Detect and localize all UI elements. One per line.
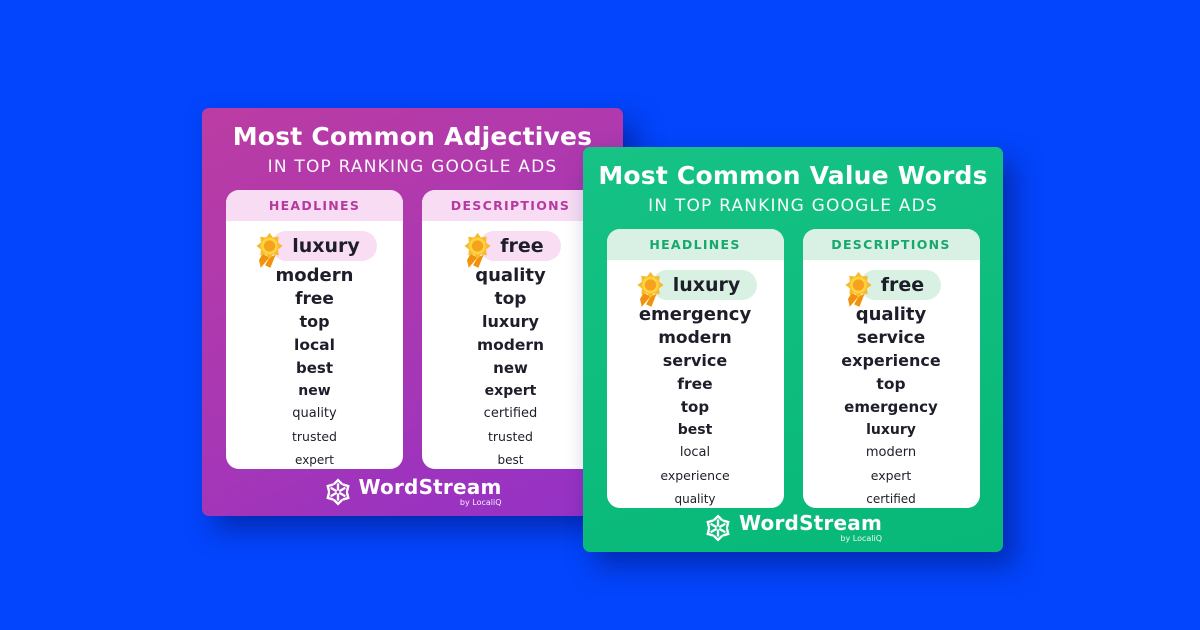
logo-byline: by LocaliQ	[459, 498, 502, 507]
word-item: best	[497, 452, 524, 467]
word-item: expert	[870, 468, 912, 483]
logo-byline: by LocaliQ	[840, 534, 882, 543]
word-item: service	[662, 351, 728, 370]
panel-descriptions: DESCRIPTIONS free quality service	[802, 229, 980, 508]
logo-text: WordStream by LocaliQ	[359, 477, 502, 507]
word-item: certified	[483, 406, 538, 421]
word-item: best	[677, 421, 713, 438]
wordstream-logo: WordStream by LocaliQ	[583, 513, 1003, 543]
top-word-pill: free	[859, 269, 942, 300]
word-item: quality	[674, 491, 716, 506]
word-item: expert	[295, 452, 334, 467]
card-title: Most Common Adjectives	[232, 122, 593, 151]
word-item: quality	[292, 406, 337, 421]
top-word-pill: luxury	[271, 230, 377, 261]
card-subtitle: IN TOP RANKING GOOGLE ADS	[267, 157, 558, 177]
wordstream-asterisk-icon	[706, 514, 730, 542]
word-item: free	[677, 374, 713, 393]
word-item: modern	[476, 335, 545, 354]
word-item: quality	[855, 304, 927, 325]
logo-name: WordStream	[358, 475, 502, 499]
word-item: top	[299, 312, 330, 331]
word-item: service	[856, 327, 926, 348]
word-item: certified	[866, 491, 916, 506]
panel-header: DESCRIPTIONS	[422, 190, 599, 221]
word-list: free quality top luxury modern new exper…	[422, 221, 599, 469]
word-item: emergency	[844, 397, 938, 416]
panel-headlines: HEADLINES luxury modern free	[226, 190, 403, 469]
top-word-row: free	[841, 266, 942, 307]
word-item: modern	[275, 265, 354, 286]
logo-text: WordStream by LocaliQ	[739, 513, 882, 543]
panel-header: DESCRIPTIONS	[802, 229, 980, 260]
word-list: luxury modern free top local best new qu…	[226, 221, 403, 469]
medal-icon	[637, 271, 664, 307]
panel-descriptions: DESCRIPTIONS free quality top	[422, 190, 599, 469]
word-item: experience	[660, 468, 730, 483]
word-item: quality	[475, 265, 546, 286]
word-item: modern	[658, 327, 732, 348]
card-adjectives: Most Common Adjectives IN TOP RANKING GO…	[202, 108, 623, 516]
word-list: luxury emergency modern service free top…	[607, 260, 784, 508]
word-item: new	[493, 358, 528, 377]
word-item: top	[494, 288, 527, 309]
medal-icon	[845, 271, 872, 307]
word-item: experience	[841, 351, 941, 370]
panels-row: HEADLINES luxury emergency modern	[583, 229, 1003, 508]
word-item: trusted	[291, 429, 337, 444]
word-item: free	[295, 288, 334, 309]
top-word-pill: free	[479, 230, 561, 261]
word-item: top	[876, 374, 906, 393]
panel-headlines: HEADLINES luxury emergency modern	[606, 229, 784, 508]
word-item: luxury	[866, 421, 916, 438]
word-item: trusted	[487, 429, 533, 444]
word-item: modern	[865, 445, 917, 460]
logo-name: WordStream	[739, 511, 882, 535]
medal-icon	[464, 232, 491, 268]
word-item: expert	[484, 382, 537, 399]
word-list: free quality service experience top emer…	[803, 260, 980, 508]
word-item: luxury	[482, 312, 539, 331]
word-item: best	[295, 358, 333, 377]
card-title: Most Common Value Words	[598, 161, 988, 190]
top-word-row: luxury	[252, 227, 377, 268]
card-value-words: Most Common Value Words IN TOP RANKING G…	[583, 147, 1003, 552]
panels-row: HEADLINES luxury modern free	[202, 190, 623, 469]
panel-header: HEADLINES	[226, 190, 403, 221]
word-item: top	[680, 397, 710, 416]
wordstream-asterisk-icon	[325, 478, 350, 506]
panel-header: HEADLINES	[606, 229, 784, 260]
word-item: local	[679, 445, 711, 460]
top-word-row: free	[460, 227, 561, 268]
word-item: new	[298, 382, 331, 399]
word-item: local	[294, 335, 335, 354]
medal-icon	[256, 232, 283, 268]
wordstream-logo: WordStream by LocaliQ	[202, 477, 623, 507]
word-item: emergency	[638, 304, 752, 325]
top-word-row: luxury	[633, 266, 758, 307]
top-word-pill: luxury	[651, 269, 758, 300]
card-subtitle: IN TOP RANKING GOOGLE ADS	[648, 196, 938, 216]
